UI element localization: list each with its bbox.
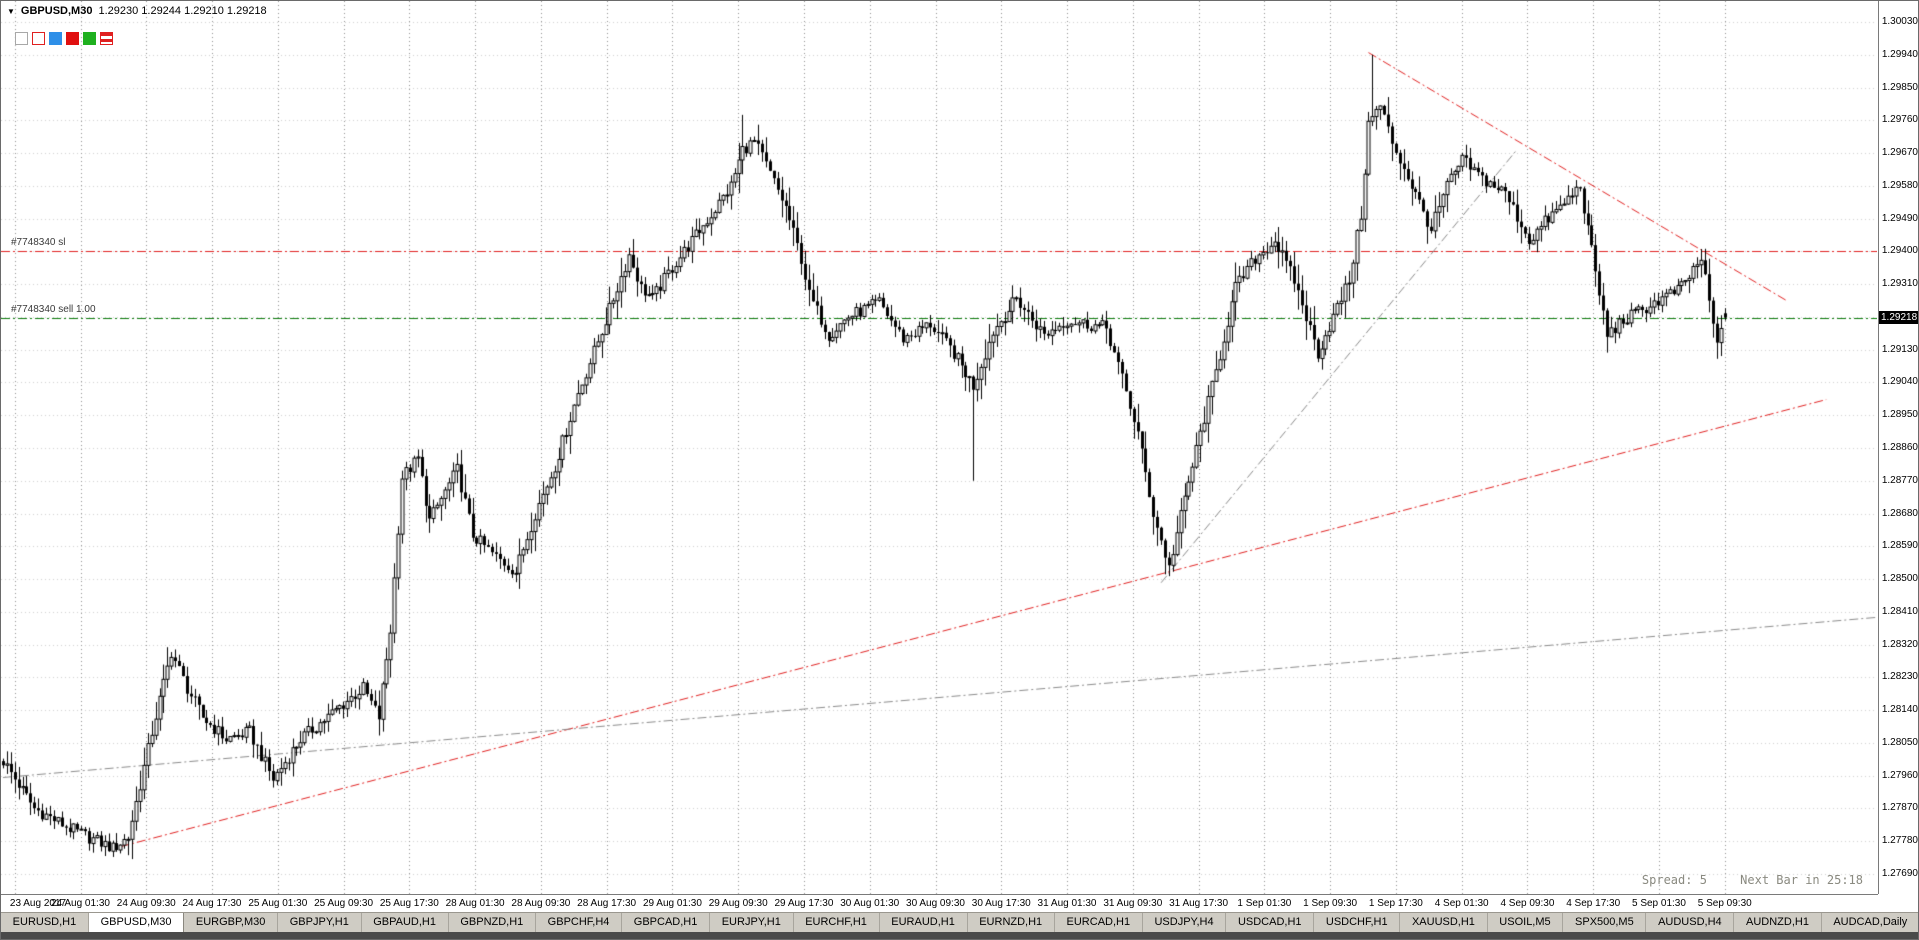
chart-tab-eurcadh1[interactable]: EURCAD,H1 [1055, 913, 1143, 933]
price-axis-label: 1.29940 [1881, 48, 1918, 60]
price-axis-label: 1.27870 [1881, 802, 1918, 814]
time-axis-label: 4 Sep 17:30 [1566, 898, 1621, 909]
price-axis-label: 1.28500 [1881, 573, 1918, 585]
time-axis-label: 28 Aug 17:30 [577, 898, 637, 909]
chart-tab-usdcadh1[interactable]: USDCAD,H1 [1226, 913, 1315, 933]
chart-dropdown-icon[interactable]: ▼ [7, 6, 15, 16]
time-axis-label: 4 Sep 01:30 [1434, 898, 1489, 909]
time-axis-label: 25 Aug 01:30 [248, 898, 308, 909]
time-axis-label: 30 Aug 17:30 [971, 898, 1031, 909]
price-axis-label: 1.29400 [1881, 245, 1918, 257]
time-axis-label: 24 Aug 17:30 [182, 898, 242, 909]
chart-tab-gbpcadh1[interactable]: GBPCAD,H1 [622, 913, 711, 933]
price-axis-label: 1.30030 [1881, 16, 1918, 27]
chart-tab-eurnzdh1[interactable]: EURNZD,H1 [968, 913, 1055, 933]
chart-tab-gbpchfh4[interactable]: GBPCHF,H4 [536, 913, 623, 933]
price-axis-label: 1.28680 [1881, 507, 1918, 519]
chart-tab-gbpnzdh1[interactable]: GBPNZD,H1 [449, 913, 536, 933]
color-swatch-white-red-border[interactable] [32, 32, 45, 45]
price-axis-label: 1.28050 [1881, 736, 1918, 748]
time-axis-label: 30 Aug 01:30 [840, 898, 900, 909]
time-axis-label: 29 Aug 09:30 [708, 898, 768, 909]
next-bar-countdown: Next Bar in 25:18 [1740, 873, 1863, 887]
price-axis-label: 1.28770 [1881, 474, 1918, 486]
price-axis-label: 1.29670 [1881, 147, 1918, 159]
time-axis-label: 30 Aug 09:30 [906, 898, 965, 909]
time-axis-label: 1 Sep 17:30 [1368, 898, 1423, 909]
price-axis-label: 1.28410 [1881, 605, 1918, 617]
chart-ohlc-values: 1.29230 1.29244 1.29210 1.29218 [98, 5, 267, 17]
chart-tab-audnzdh1[interactable]: AUDNZD,H1 [1734, 913, 1822, 933]
time-axis-label: 28 Aug 09:30 [511, 898, 571, 909]
time-axis-label: 25 Aug 17:30 [379, 898, 439, 909]
price-axis-label: 1.28320 [1881, 638, 1918, 650]
price-axis-label: 1.29040 [1881, 376, 1918, 388]
time-axis-label: 29 Aug 17:30 [774, 898, 834, 909]
time-axis-label: 31 Aug 09:30 [1103, 898, 1163, 909]
price-axis-label: 1.27690 [1881, 868, 1918, 879]
chart-tab-gbpjpyh1[interactable]: GBPJPY,H1 [278, 913, 362, 933]
chart-tab-audcaddaily[interactable]: AUDCAD,Daily [1822, 913, 1918, 933]
price-axis-label: 1.29580 [1881, 179, 1918, 191]
time-axis-label: 31 Aug 01:30 [1037, 898, 1097, 909]
price-axis[interactable]: 1.29218 1.30030 1.29940 1.29850 1.29760 1.29… [1878, 1, 1918, 894]
chart-tab-bar: EURUSD,H1 GBPUSD,M30 EURGBP,M30 GBPJPY,H1 GB… [1, 912, 1918, 933]
chart-tab-eurgbpm30[interactable]: EURGBP,M30 [184, 913, 279, 933]
time-axis-label: 28 Aug 01:30 [445, 898, 505, 909]
color-swatch-green[interactable] [83, 32, 96, 45]
chart-legend: ▼ GBPUSD,M30 1.29230 1.29244 1.29210 1.2… [7, 5, 267, 17]
price-axis-label: 1.29490 [1881, 212, 1918, 224]
stop-loss-label[interactable]: #7748340 sl [11, 237, 66, 249]
price-axis-label: 1.28590 [1881, 540, 1918, 552]
spread-indicator-text: Spread: 5 Next Bar in 25:18 [1, 873, 1863, 887]
chart-tab-eurusdh1[interactable]: EURUSD,H1 [1, 913, 89, 933]
time-axis-label: 29 Aug 01:30 [642, 898, 702, 909]
chart-tab-eurchfh1[interactable]: EURCHF,H1 [794, 913, 880, 933]
time-axis-label: 23 Aug 2017 [9, 898, 67, 909]
chart-tab-usoilm5[interactable]: USOIL,M5 [1488, 913, 1564, 933]
chart-tab-euraudh1[interactable]: EURAUD,H1 [880, 913, 968, 933]
chart-tab-usdjpyh4[interactable]: USDJPY,H4 [1143, 913, 1227, 933]
chart-tab-gbpaudh1[interactable]: GBPAUD,H1 [362, 913, 449, 933]
price-axis-label: 1.29850 [1881, 81, 1918, 93]
chart-tab-xauusdh1[interactable]: XAUUSD,H1 [1400, 913, 1488, 933]
price-axis-label: 1.27960 [1881, 769, 1918, 781]
price-axis-label: 1.28140 [1881, 704, 1918, 716]
color-swatch-row [15, 32, 113, 45]
time-axis-label: 24 Aug 01:30 [51, 898, 110, 909]
price-chart-canvas[interactable] [1, 1, 1877, 894]
sell-order-label[interactable]: #7748340 sell 1.00 [11, 303, 96, 315]
color-swatch-white[interactable] [15, 32, 28, 45]
time-axis-label: 24 Aug 09:30 [116, 898, 176, 909]
chart-symbol-title: GBPUSD,M30 [20, 5, 93, 17]
bottom-scrollbar[interactable] [1, 932, 1918, 939]
price-axis-label: 1.28860 [1881, 442, 1918, 453]
chart-tab-audusdh4[interactable]: AUDUSD,H4 [1646, 913, 1735, 933]
price-axis-label: 1.29130 [1881, 343, 1918, 355]
time-axis-label: 5 Sep 09:30 [1697, 898, 1752, 909]
time-axis-label: 31 Aug 17:30 [1169, 898, 1229, 909]
chart-tab-spx500m5[interactable]: SPX500,M5 [1563, 913, 1647, 933]
color-swatch-red[interactable] [66, 32, 79, 45]
current-price-badge: 1.29218 [1879, 311, 1918, 325]
price-axis-label: 1.29310 [1881, 278, 1918, 290]
price-axis-label: 1.27780 [1881, 835, 1918, 847]
price-axis-label: 1.28950 [1881, 409, 1918, 421]
price-axis-label: 1.28230 [1881, 671, 1918, 683]
chart-tab-gbpusdm30[interactable]: GBPUSD,M30 [88, 913, 185, 933]
time-axis-label: 1 Sep 01:30 [1237, 898, 1292, 909]
time-axis[interactable]: 23 Aug 2017 24 Aug 01:30 24 Aug 09:30 24 Au… [1, 894, 1878, 912]
time-axis-label: 5 Sep 01:30 [1631, 898, 1686, 909]
time-axis-label: 25 Aug 09:30 [314, 898, 374, 909]
time-axis-label: 1 Sep 09:30 [1303, 898, 1358, 909]
color-swatch-blue[interactable] [49, 32, 62, 45]
price-axis-label: 1.29760 [1881, 114, 1918, 126]
chart-tab-eurjpyh1[interactable]: EURJPY,H1 [710, 913, 794, 933]
chart-tab-usdchfh1[interactable]: USDCHF,H1 [1314, 913, 1401, 933]
spread-value: Spread: 5 [1641, 873, 1707, 887]
time-axis-label: 4 Sep 09:30 [1500, 898, 1555, 909]
color-swatch-red-striped[interactable] [100, 32, 113, 45]
